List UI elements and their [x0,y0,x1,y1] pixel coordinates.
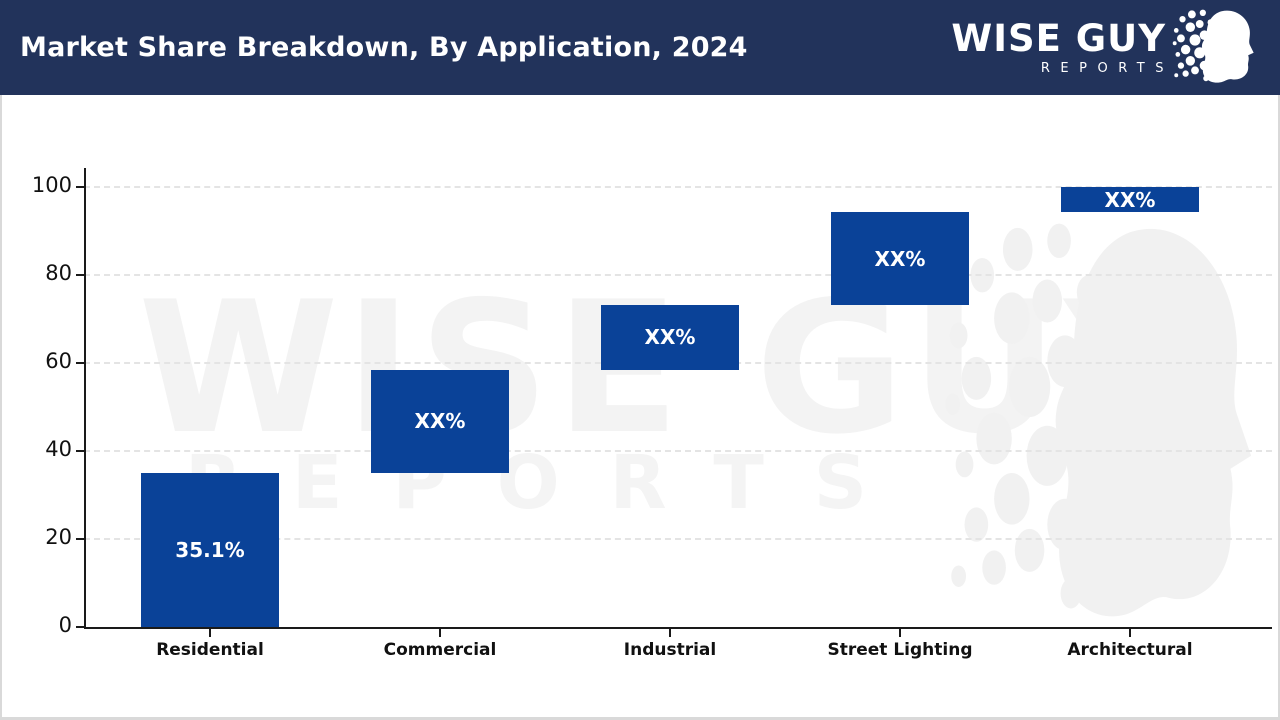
bar-residential: 35.1% [141,472,279,627]
logo-wordmark: WISE GUY [951,17,1166,60]
x-tickmark-architectural [1129,629,1131,637]
bar-street-lighting: XX% [831,212,969,306]
x-tickmark-commercial [439,629,441,637]
gridline-100 [84,186,1272,188]
y-tick-label-100: 100 [31,173,72,197]
y-tick-label-60: 60 [45,349,72,373]
bar-value-label-architectural: XX% [1104,187,1156,212]
x-category-label-residential: Residential [156,640,264,660]
bar-commercial: XX% [371,369,509,473]
y-tickmark-60 [76,362,84,364]
x-category-label-street-lighting: Street Lighting [827,640,973,660]
y-tick-label-20: 20 [45,525,72,549]
gridline-80 [84,274,1272,276]
watermark-face-icon [945,223,1252,617]
y-tickmark-100 [76,186,84,188]
bar-value-label-commercial: XX% [414,409,466,434]
y-tickmark-0 [76,626,84,628]
x-axis [84,627,1272,629]
y-axis [84,168,86,629]
page-title: Market Share Breakdown, By Application, … [20,32,748,63]
x-tickmark-residential [209,629,211,637]
wise-guy-reports-logo: WISE GUY REPORTS [951,8,1256,88]
bar-industrial: XX% [601,305,739,370]
y-tick-label-80: 80 [45,261,72,285]
y-tick-label-0: 0 [58,613,72,637]
bar-value-label-street-lighting: XX% [874,246,926,271]
y-tickmark-80 [76,274,84,276]
bar-architectural: XX% [1061,187,1199,213]
x-category-label-industrial: Industrial [623,640,717,660]
x-category-label-commercial: Commercial [383,640,497,660]
bar-value-label-residential: 35.1% [175,537,245,562]
gridline-20 [84,538,1272,540]
bar-value-label-industrial: XX% [644,325,696,350]
watermark-subtitle: REPORTS [185,440,918,526]
x-tickmark-street-lighting [899,629,901,637]
x-category-label-architectural: Architectural [1067,640,1193,660]
y-tickmark-20 [76,538,84,540]
logo-subtitle: REPORTS [1040,61,1174,76]
gridline-40 [84,450,1272,452]
x-tickmark-industrial [669,629,671,637]
header-bar: Market Share Breakdown, By Application, … [0,0,1280,95]
y-tickmark-40 [76,450,84,452]
dotted-face-icon [1172,9,1254,83]
y-tick-label-40: 40 [45,437,72,461]
